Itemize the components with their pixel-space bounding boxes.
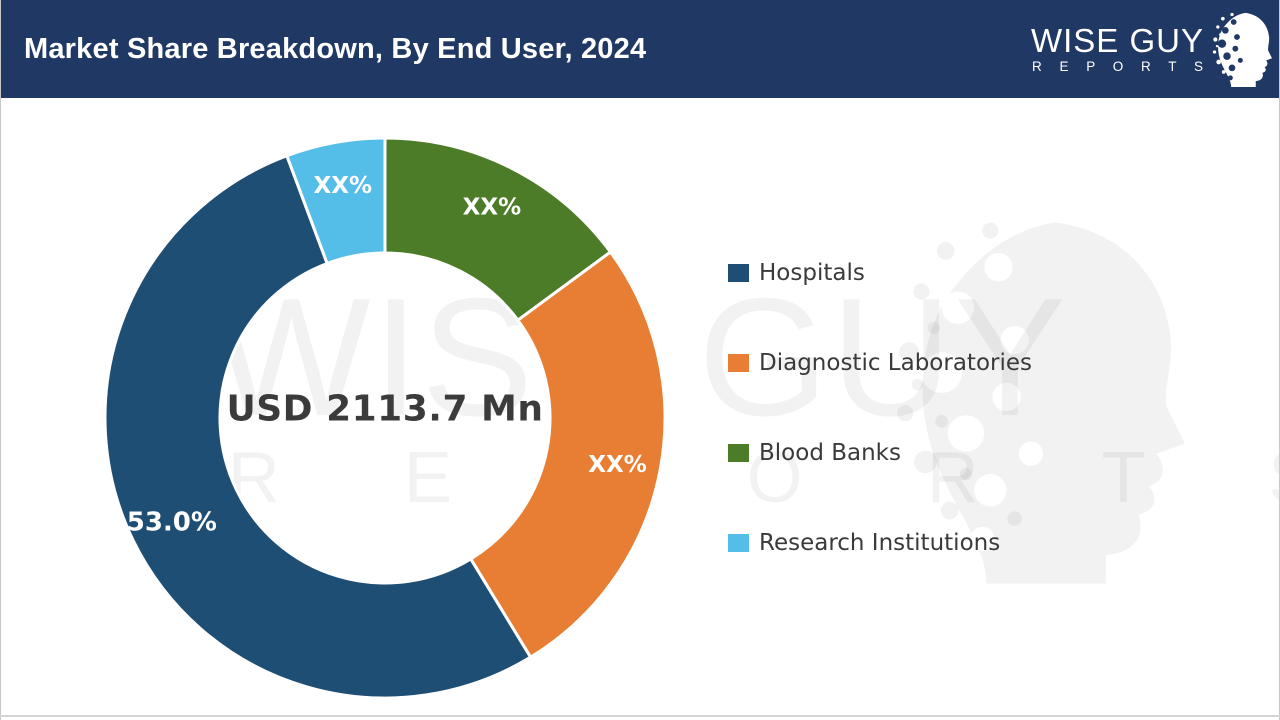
- brand-name: WISE GUY: [1030, 21, 1204, 59]
- legend-label-hospitals: Hospitals: [759, 259, 865, 286]
- bottom-divider-line: [0, 715, 1280, 717]
- header: Market Share Breakdown, By End User, 202…: [0, 0, 1280, 98]
- legend-item-diagnostic-laboratories: Diagnostic Laboratories: [728, 349, 1032, 376]
- brand-head-icon: [1212, 12, 1272, 87]
- legend-swatch-diagnostic-laboratories: [728, 353, 749, 372]
- legend-item-blood-banks: Blood Banks: [728, 439, 1032, 466]
- brand-logo-text: WISE GUY R E P O R T S: [1025, 21, 1210, 75]
- legend-swatch-research-institutions: [728, 533, 749, 552]
- brand-logo: WISE GUY R E P O R T S: [1025, 0, 1272, 98]
- slice-pct-label-research-institutions: XX%: [314, 173, 373, 199]
- legend-item-hospitals: Hospitals: [728, 259, 1032, 286]
- chart-legend: Hospitals Diagnostic Laboratories Blood Ba…: [728, 259, 1032, 556]
- legend-item-research-institutions: Research Institutions: [728, 529, 1032, 556]
- legend-swatch-hospitals: [728, 263, 749, 282]
- slice-pct-label-blood-banks: XX%: [463, 195, 522, 221]
- legend-label-blood-banks: Blood Banks: [759, 439, 901, 466]
- legend-label-diagnostic-laboratories: Diagnostic Laboratories: [759, 349, 1032, 376]
- donut-slice-hospitals: [103, 154, 533, 700]
- donut-slice-research-institutions: [285, 136, 387, 265]
- page-title: Market Share Breakdown, By End User, 202…: [24, 32, 647, 65]
- slice-pct-label-diagnostic-laboratories: XX%: [588, 452, 647, 478]
- legend-label-research-institutions: Research Institutions: [759, 529, 1001, 556]
- legend-swatch-blood-banks: [728, 443, 749, 462]
- chart-center-value: USD 2113.7 Mn: [226, 388, 544, 430]
- brand-subtitle: R E P O R T S: [1031, 58, 1210, 74]
- donut-slice-diagnostic-laboratories: [469, 250, 667, 659]
- slice-pct-label-hospitals: 53.0%: [127, 508, 217, 538]
